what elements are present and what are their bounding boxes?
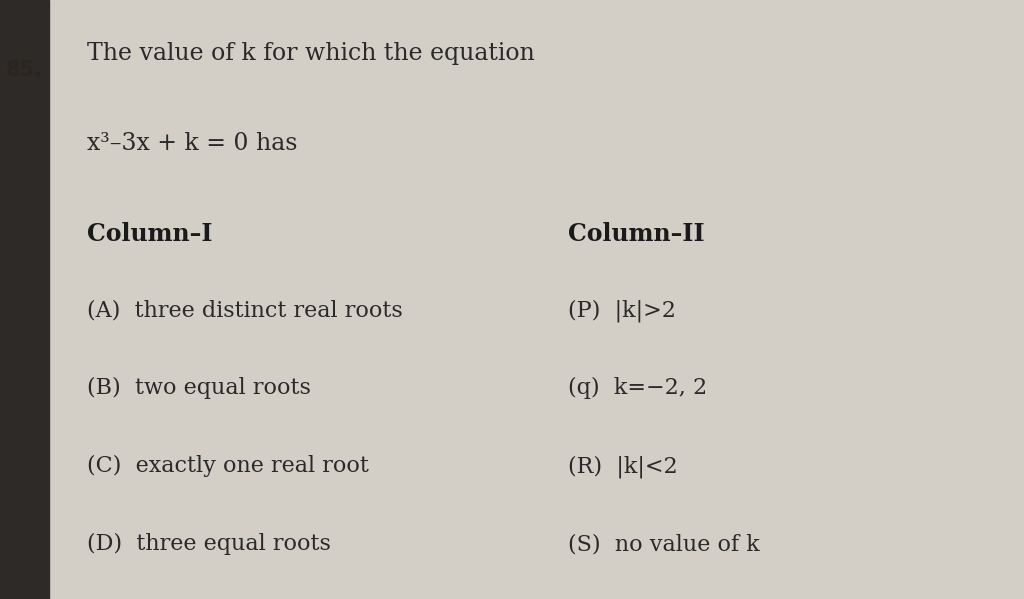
Text: (B)  two equal roots: (B) two equal roots (87, 377, 311, 400)
Text: 85.: 85. (6, 60, 43, 80)
Text: Column–II: Column–II (568, 222, 705, 246)
Text: Column–I: Column–I (87, 222, 213, 246)
FancyBboxPatch shape (0, 0, 49, 599)
Text: (q)  k=−2, 2: (q) k=−2, 2 (568, 377, 708, 400)
Text: The value of k for which the equation: The value of k for which the equation (87, 42, 535, 65)
Text: (P)  |k|>2: (P) |k|>2 (568, 300, 676, 322)
Text: (C)  exactly one real root: (C) exactly one real root (87, 455, 369, 477)
Text: (S)  no value of k: (S) no value of k (568, 533, 760, 555)
Text: x³–3x + k = 0 has: x³–3x + k = 0 has (87, 132, 298, 155)
Text: (R)  |k|<2: (R) |k|<2 (568, 455, 678, 478)
Text: (D)  three equal roots: (D) three equal roots (87, 533, 331, 555)
Text: (A)  three distinct real roots: (A) three distinct real roots (87, 300, 402, 322)
